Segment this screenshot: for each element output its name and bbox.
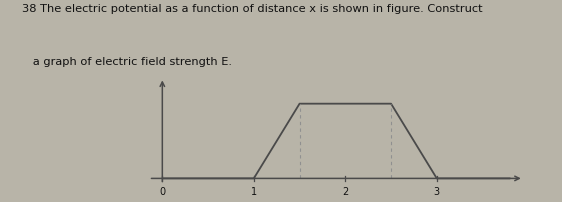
Text: 2: 2 <box>342 186 348 196</box>
Text: 0: 0 <box>159 186 165 196</box>
Text: 3: 3 <box>434 186 440 196</box>
Text: 38 The electric potential as a function of distance x is shown in figure. Constr: 38 The electric potential as a function … <box>22 4 483 14</box>
Text: a graph of electric field strength E.: a graph of electric field strength E. <box>22 57 233 66</box>
Text: 1: 1 <box>251 186 257 196</box>
